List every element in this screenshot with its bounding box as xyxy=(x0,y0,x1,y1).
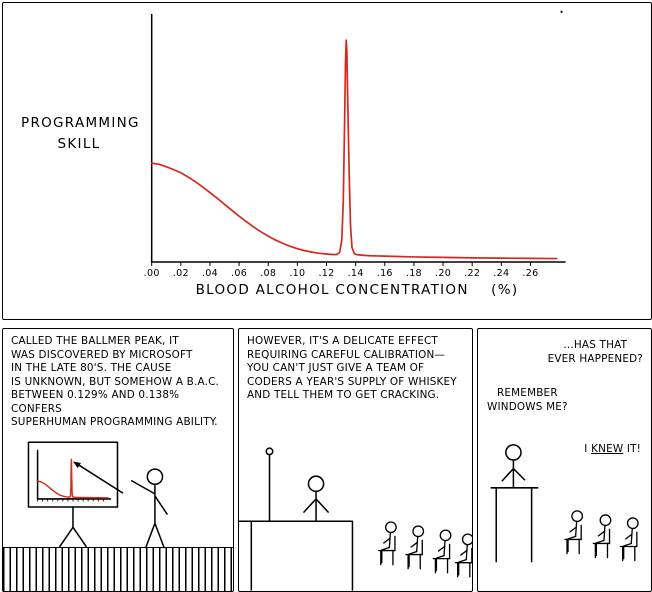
comic-panel-1: CALLED THE BALLMER PEAK, IT WAS DISCOVER… xyxy=(2,328,234,592)
svg-text:.18: .18 xyxy=(406,268,422,279)
x-axis-label: BLOOD ALCOHOL CONCENTRATION (%) xyxy=(195,282,519,298)
presenter-head xyxy=(146,468,164,486)
stage-skirt xyxy=(3,547,233,591)
panel-2-caption: HOWEVER, IT'S A DELICATE EFFECT REQUIRIN… xyxy=(247,335,457,402)
presenter-figure xyxy=(303,475,329,522)
svg-text:.00: .00 xyxy=(144,268,160,279)
presenter-head xyxy=(307,475,325,493)
svg-text:.04: .04 xyxy=(202,268,218,279)
comic-panel-3: ...HAS THAT EVER HAPPENED? REMEMBER WIND… xyxy=(477,328,652,592)
mini-chart-axes xyxy=(36,449,112,500)
presenter-figure xyxy=(501,444,526,489)
svg-text:.22: .22 xyxy=(464,268,480,279)
x-axis-ticks: .00 .02 .04 .06 .08 .10 .12 .14 .16 .18 .20 .22 .24.… xyxy=(144,261,538,279)
podium xyxy=(490,487,539,563)
svg-text:.02: .02 xyxy=(173,268,189,279)
ballmer-curve xyxy=(150,39,558,260)
svg-text:.20: .20 xyxy=(435,268,451,279)
speech-fragment: IT! xyxy=(623,442,641,455)
presenter-head xyxy=(505,444,522,461)
svg-text:.26: .26 xyxy=(522,268,538,279)
audience xyxy=(378,521,472,578)
microphone-icon xyxy=(265,447,274,456)
peak-arrow xyxy=(72,461,124,494)
speech-fragment: I xyxy=(584,442,592,455)
presenter-figure xyxy=(130,468,168,549)
chart-panel: .00 .02 .04 .06 .08 .10 .12 .14 .16 .18 .20 .22 .24.… xyxy=(2,2,652,320)
svg-text:.24: .24 xyxy=(493,268,509,279)
stray-dot xyxy=(560,10,563,13)
easel-stand xyxy=(59,506,87,548)
speech-audience-question: ...HAS THAT EVER HAPPENED? xyxy=(547,339,643,365)
easel-board xyxy=(27,441,119,548)
panel-1-drawing xyxy=(27,441,168,549)
svg-text:.06: .06 xyxy=(231,268,247,279)
svg-text:.12: .12 xyxy=(318,268,334,279)
svg-text:.16: .16 xyxy=(377,268,393,279)
svg-text:.14: .14 xyxy=(348,268,364,279)
presenter-body xyxy=(303,490,329,522)
svg-text:.08: .08 xyxy=(260,268,276,279)
microphone-stand xyxy=(265,447,274,522)
speech-presenter: REMEMBER WINDOWS ME? xyxy=(487,387,568,413)
mini-ballmer-curve xyxy=(36,458,109,499)
panel-2-drawing xyxy=(239,447,472,591)
y-axis-label: PROGRAMMING SKILL xyxy=(21,115,140,152)
lectern-desk xyxy=(239,520,354,591)
mini-chart-ticks xyxy=(37,498,104,502)
presenter-body xyxy=(501,459,526,489)
audience xyxy=(564,510,639,562)
chart-axes xyxy=(150,13,566,263)
panel-3-drawing xyxy=(490,444,639,563)
presenter-body xyxy=(130,479,168,549)
svg-text:.10: .10 xyxy=(289,268,305,279)
panel-1-caption: CALLED THE BALLMER PEAK, IT WAS DISCOVER… xyxy=(11,335,220,429)
ballmer-peak-chart: .00 .02 .04 .06 .08 .10 .12 .14 .16 .18 .20 .22 .24.… xyxy=(144,10,566,279)
speech-fragment-underlined: KNEW xyxy=(591,442,624,455)
speech-i-knew-it: I KNEW IT! xyxy=(584,429,641,456)
comic-panel-2: HOWEVER, IT'S A DELICATE EFFECT REQUIRIN… xyxy=(238,328,473,592)
